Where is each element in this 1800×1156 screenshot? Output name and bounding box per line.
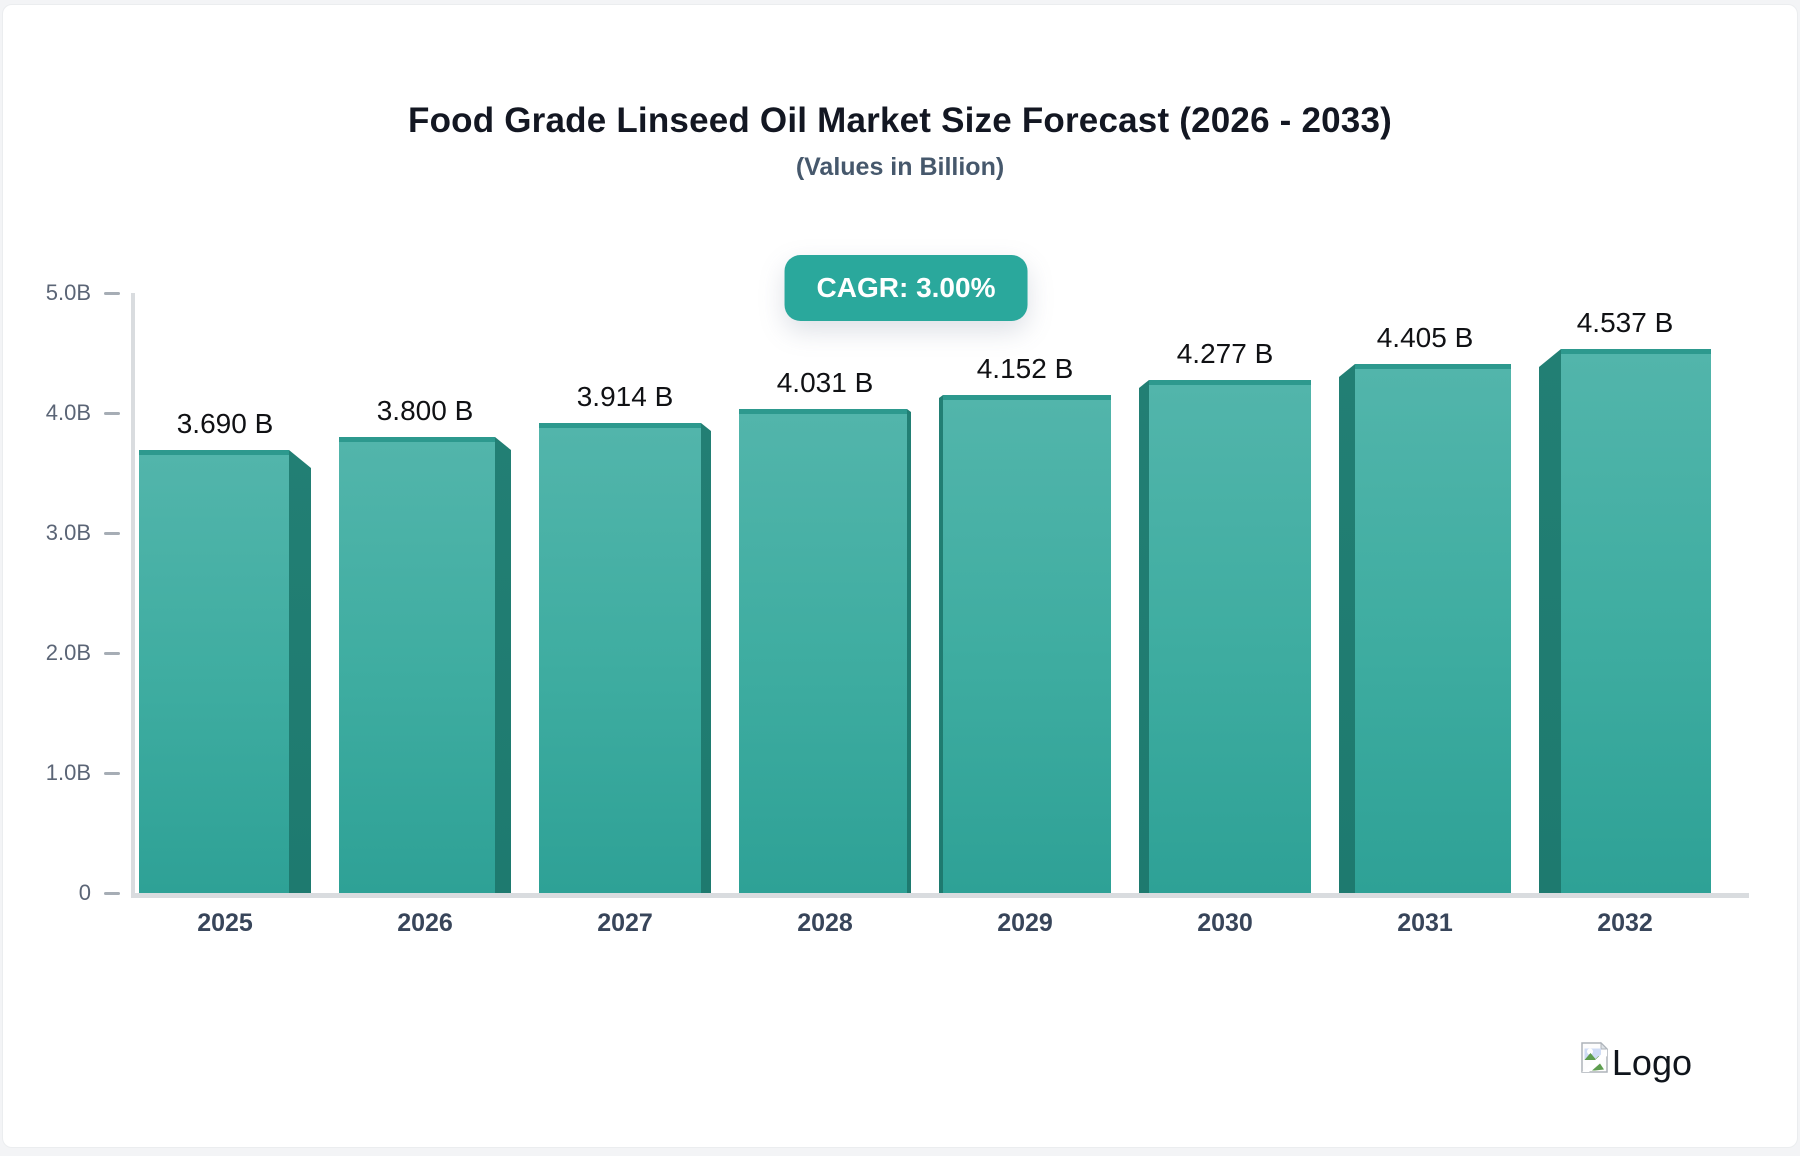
bar-2032[interactable] [1539,349,1711,893]
bar-front-face [943,395,1111,893]
x-axis-label: 2025 [197,909,253,937]
y-axis-tick-label: 5.0B [45,280,91,305]
plot-area: 3.690 B 2025 3.800 B 2026 3.914 B 2027 4.031 B… [131,293,1749,937]
bar-2029[interactable] [939,395,1111,893]
y-axis-tick-mark [104,652,120,655]
bar-front-face [1561,349,1711,893]
bar-value-label: 3.800 B [376,395,474,426]
y-axis-tick: 5.0B [3,280,131,306]
y-axis-tick: 2.0B [3,640,131,666]
bar-side-face [939,395,943,893]
y-axis: 5.0B 4.0B 3.0B 2.0B 1.0B 0 [3,280,131,905]
chart-subtitle: (Values in Billion) [795,153,1005,181]
y-axis-tick-label: 0 [78,880,91,905]
x-axis-label: 2031 [1397,909,1453,937]
bar-front-face [539,423,701,893]
y-axis-tick-mark [104,532,120,535]
bar-column: 4.277 B 2030 [1139,293,1311,937]
bar-value-label: 3.690 B [176,408,274,439]
broken-image-icon [1581,1041,1609,1073]
x-axis-label: 2032 [1597,909,1653,937]
bar-column: 3.800 B 2026 [339,293,511,937]
y-axis-tick-mark [104,772,120,775]
bar-front-face [1355,364,1511,893]
bar-2031[interactable] [1339,364,1511,893]
bar-column: 4.405 B 2031 [1339,293,1511,937]
bar-2028[interactable] [739,409,911,893]
x-axis-label: 2029 [997,909,1053,937]
bar-2027[interactable] [539,423,711,893]
bar-front-face [139,450,289,893]
y-axis-tick-label: 2.0B [45,640,91,665]
bar-side-face [907,409,911,893]
logo-text: Logo [1611,1042,1692,1083]
x-axis-line [131,893,1749,898]
x-axis-label: 2027 [597,909,653,937]
bar-side-face [701,423,711,893]
bar-side-face [289,450,311,893]
logo: Logo [1578,1041,1692,1085]
bar-front-face [739,409,907,893]
bar-value-label: 4.152 B [976,353,1074,384]
y-axis-tick-mark [104,292,120,295]
bar-column: 4.152 B 2029 [939,293,1111,937]
y-axis-tick-label: 4.0B [45,400,91,425]
x-axis-label: 2026 [397,909,453,937]
bar-column: 3.690 B 2025 [139,293,311,937]
bar-2026[interactable] [339,437,511,893]
bar-column: 4.031 B 2028 [739,293,911,937]
y-axis-tick: 1.0B [3,760,131,786]
bar-side-face [1539,349,1561,893]
y-axis-tick-mark [104,892,120,895]
bar-front-face [1149,380,1311,893]
y-axis-tick: 0 [3,880,131,906]
bar-side-face [1339,364,1355,893]
chart-title: Food Grade Linseed Oil Market Size Forec… [408,101,1392,140]
bar-value-label: 4.031 B [776,367,874,398]
bar-2025[interactable] [139,450,311,893]
bar-value-label: 4.537 B [1576,307,1674,338]
bar-side-face [1139,380,1149,893]
bar-side-face [495,437,511,893]
y-axis-tick-mark [104,412,120,415]
y-axis-tick: 3.0B [3,520,131,546]
x-axis-label: 2028 [797,909,853,937]
y-axis-line [131,293,135,893]
bar-column: 4.537 B 2032 [1539,293,1711,937]
bar-column: 3.914 B 2027 [539,293,711,937]
y-axis-tick-label: 3.0B [45,520,91,545]
y-axis-tick-label: 1.0B [45,760,91,785]
chart-card: Food Grade Linseed Oil Market Size Forec… [2,4,1798,1148]
y-axis-tick: 4.0B [3,400,131,426]
bar-value-label: 4.277 B [1176,338,1274,369]
bar-2030[interactable] [1139,380,1311,893]
cagr-badge: CAGR: 3.00% [784,255,1028,321]
x-axis-label: 2030 [1197,909,1253,937]
bar-value-label: 4.405 B [1376,322,1474,353]
bar-front-face [339,437,495,893]
bar-value-label: 3.914 B [576,381,674,412]
